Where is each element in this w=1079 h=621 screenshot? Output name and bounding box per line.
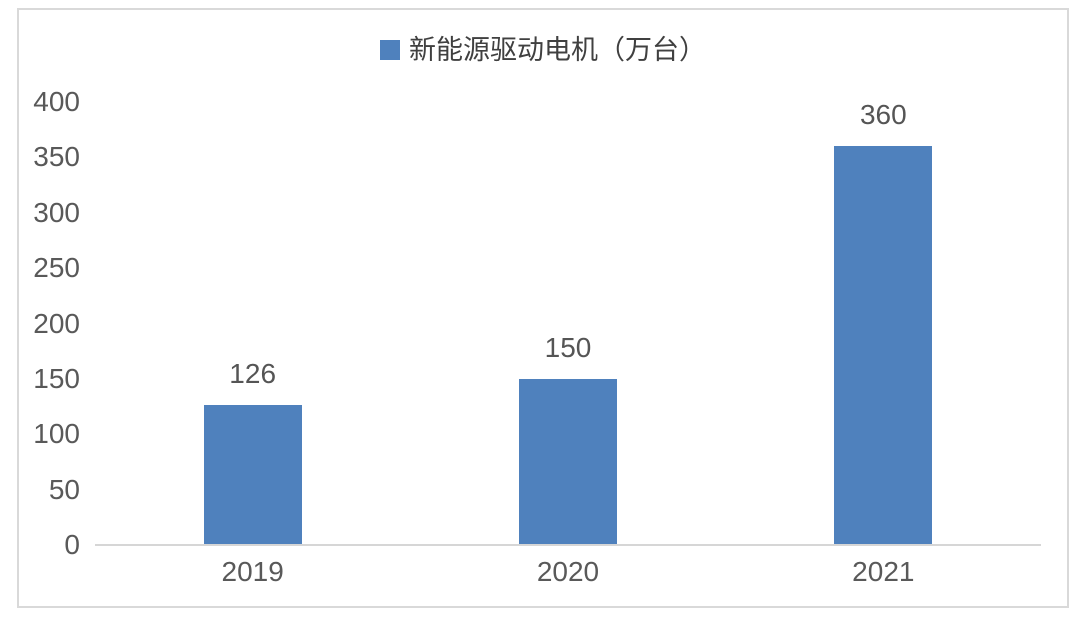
x-axis-labels: 2019 2020 2021 [95, 545, 1041, 593]
bar-2019[interactable] [203, 405, 302, 545]
y-tick-label: 200 [33, 307, 80, 339]
y-tick-label: 50 [48, 473, 80, 505]
y-tick-label: 100 [33, 418, 80, 450]
legend-label: 新能源驱动电机（万台） [409, 35, 706, 65]
y-tick-label: 150 [33, 362, 80, 394]
x-tick-label: 2020 [536, 556, 600, 587]
bar-value-label: 126 [229, 358, 277, 390]
plot-area: 0 50 100 150 200 250 300 350 400 126 150 360 2019 2… [33, 87, 1041, 587]
y-tick-label: 400 [33, 86, 80, 117]
bar-value-label: 360 [859, 99, 907, 131]
bar-value-label: 150 [544, 331, 592, 363]
x-axis-line [95, 544, 1041, 546]
chart-frame: 新能源驱动电机（万台） 0 50 100 150 200 250 300 350 400 126… [17, 8, 1069, 608]
x-tick-label: 2021 [852, 556, 915, 587]
x-tick-label: 2019 [221, 556, 284, 587]
y-tick-label: 250 [33, 252, 80, 284]
y-tick-label: 300 [33, 196, 80, 228]
bar-2020[interactable] [519, 378, 617, 545]
y-tick-label: 0 [64, 529, 80, 560]
legend-swatch-icon [380, 40, 400, 60]
y-tick-label: 350 [33, 141, 80, 173]
chart-legend[interactable]: 新能源驱动电机（万台） [19, 34, 1067, 66]
bar-2021[interactable] [834, 146, 933, 545]
